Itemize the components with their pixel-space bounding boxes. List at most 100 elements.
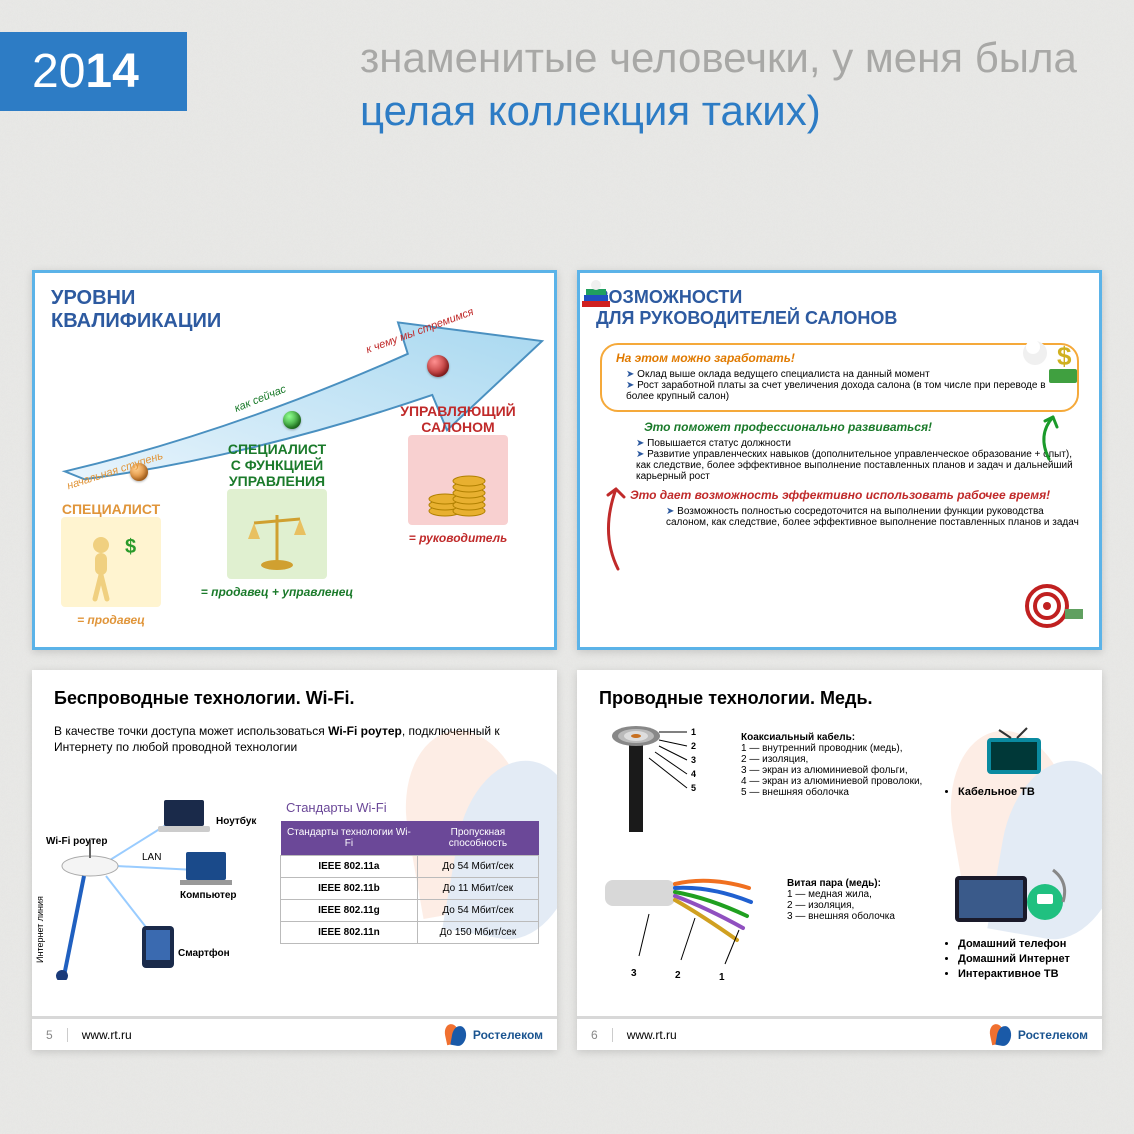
label-lan: LAN [142,852,161,863]
cell: IEEE 802.11n [281,922,418,944]
svg-text:3: 3 [691,755,696,765]
twisted-pair-icon [599,862,769,982]
earn-box: На этом можно заработать! Оклад выше окл… [600,343,1079,412]
brand-name: Ростелеком [473,1028,543,1042]
earn-heading: На этом можно заработать! [616,351,1063,365]
coins-icon [408,435,508,525]
s3-intro: В качестве точки доступа может использов… [54,723,535,755]
wifi-standards-table: Стандарты технологии Wi-FiПропускная спо… [280,821,539,944]
s4-title: Проводные технологии. Медь. [577,670,1102,719]
slide-footer: 5 www.rt.ru Ростелеком [32,1016,557,1050]
s3-title: Беспроводные технологии. Wi-Fi. [32,670,557,719]
svg-text:1: 1 [691,727,696,737]
twist-item: 3 — внешняя оболочка [787,911,947,922]
s2-title1: ВОЗМОЖНОСТИ [596,287,1083,308]
cell: IEEE 802.11g [281,900,418,922]
table-row: IEEE 802.11gДо 54 Мбит/сек [281,900,539,922]
time-list: Возможность полностью сосредоточится на … [666,506,1079,528]
coax-cable-icon: 1 2 3 4 5 [599,726,709,836]
cell: До 150 Мбит/сек [417,922,538,944]
level-3: УПРАВЛЯЮЩИЙСАЛОНОМ = руководитель [383,403,533,545]
svg-text:$: $ [1057,341,1072,371]
ptr-3: 3 [631,968,637,979]
cell: IEEE 802.11b [281,878,418,900]
year-badge: 2014 [0,32,187,111]
twist-item: 2 — изоляция, [787,900,947,911]
level-2-title: СПЕЦИАЛИСТС ФУНКЦИЕЙУПРАВЛЕНИЯ [197,441,357,489]
headline: знаменитые человечки, у меня была целая … [360,32,1102,137]
level-1-sub: = продавец [49,613,173,627]
coax-item: 4 — экран из алюминиевой проволоки, [741,776,941,787]
brand-name: Ростелеком [1018,1028,1088,1042]
develop-heading: Это поможет профессионально развиваться! [644,420,1079,434]
table-row: IEEE 802.11nДо 150 Мбит/сек [281,922,539,944]
label-phone: Смартфон [178,948,230,959]
wifi-table-block: Стандарты Wi-Fi Стандарты технологии Wi-… [280,800,539,944]
slide-wifi: Беспроводные технологии. Wi-Fi. В качест… [32,670,557,1050]
level-1-title: СПЕЦИАЛИСТ [49,501,173,517]
footer-url: www.rt.ru [82,1028,132,1042]
person-dollar-icon: $ [61,517,161,607]
arrow-up-icon [1029,409,1069,463]
page-number: 5 [46,1028,68,1042]
table-header-row: Стандарты технологии Wi-FiПропускная спо… [281,821,539,856]
level-3-title: УПРАВЛЯЮЩИЙСАЛОНОМ [383,403,533,435]
col-throughput: Пропускная способность [417,821,538,856]
cell: До 11 Мбит/сек [417,878,538,900]
twist-desc: Витая пара (медь): 1 — медная жила, 2 — … [787,878,947,922]
level-2-sub: = продавец + управленец [197,585,357,599]
dot-2 [283,411,301,429]
coax-heading: Коаксиальный кабель: [741,732,941,743]
brand-logo: Ростелеком [990,1024,1088,1046]
cell: IEEE 802.11a [281,856,418,878]
label-pc: Компьютер [180,890,237,901]
wifi-diagram: Wi-Fi роутер Ноутбук LAN Компьютер Смарт… [46,790,276,985]
coax-item: 1 — внутренний проводник (медь), [741,743,941,754]
logo-icon [990,1024,1012,1046]
svg-text:2: 2 [691,741,696,751]
develop-item: Развитие управленческих навыков (дополни… [636,449,1079,482]
tv-icon [979,726,1049,780]
svg-text:$: $ [125,536,136,558]
slide-qualification-levels: УРОВНИ КВАЛИФИКАЦИИ начальная ступень ка… [32,270,557,650]
col-standard: Стандарты технологии Wi-Fi [281,821,418,856]
time-item: Возможность полностью сосредоточится на … [666,506,1079,528]
scales-icon [227,489,327,579]
service-item: Домашний телефон [958,938,1084,950]
slide2-title: ВОЗМОЖНОСТИ ДЛЯ РУКОВОДИТЕЛЕЙ САЛОНОВ [580,273,1099,337]
dot-3 [427,355,449,377]
develop-list: Повышается статус должности Развитие упр… [636,438,1079,482]
earn-item: Рост заработной платы за счет увеличения… [626,380,1063,402]
label-line: Интернет линия [35,896,45,963]
slide-copper: Проводные технологии. Медь. 1 2 3 4 5 Коакси… [577,670,1102,1050]
develop-item: Повышается статус должности [636,438,1079,449]
earn-list: Оклад выше оклада ведущего специалиста н… [626,369,1063,402]
svg-text:4: 4 [691,769,696,779]
logo-icon [445,1024,467,1046]
coax-item: 3 — экран из алюминиевой фольги, [741,765,941,776]
books-icon [577,279,616,319]
time-section: Это дает возможность эффективно использо… [630,488,1079,528]
ptr-1: 1 [719,972,725,983]
level-3-sub: = руководитель [383,531,533,545]
time-heading: Это дает возможность эффективно использо… [630,488,1079,502]
cell: До 54 Мбит/сек [417,856,538,878]
service-item: Интерактивное ТВ [958,968,1084,980]
svg-text:5: 5 [691,783,696,793]
headline-emphasis: целая коллекция таких) [360,87,821,134]
slide-opportunities: ВОЗМОЖНОСТИ ДЛЯ РУКОВОДИТЕЛЕЙ САЛОНОВ На… [577,270,1102,650]
s2-title2: ДЛЯ РУКОВОДИТЕЛЕЙ САЛОНОВ [596,308,1083,329]
arrow-curve-icon [594,483,634,573]
devices-icon [949,862,1079,932]
services-coax: Кабельное ТВ [944,726,1084,801]
ptr-2: 2 [675,970,681,981]
label-router: Wi-Fi роутер [46,836,107,847]
target-icon [1023,581,1083,631]
service-item: Кабельное ТВ [958,786,1084,798]
coax-desc: Коаксиальный кабель: 1 — внутренний пров… [741,732,941,798]
table-row: IEEE 802.11bДо 11 Мбит/сек [281,878,539,900]
services-twist: Домашний телефон Домашний Интернет Интер… [944,862,1084,983]
slide-grid: УРОВНИ КВАЛИФИКАЦИИ начальная ступень ка… [32,270,1102,1050]
level-1: СПЕЦИАЛИСТ $ = продавец [49,501,173,627]
coax-item: 2 — изоляция, [741,754,941,765]
